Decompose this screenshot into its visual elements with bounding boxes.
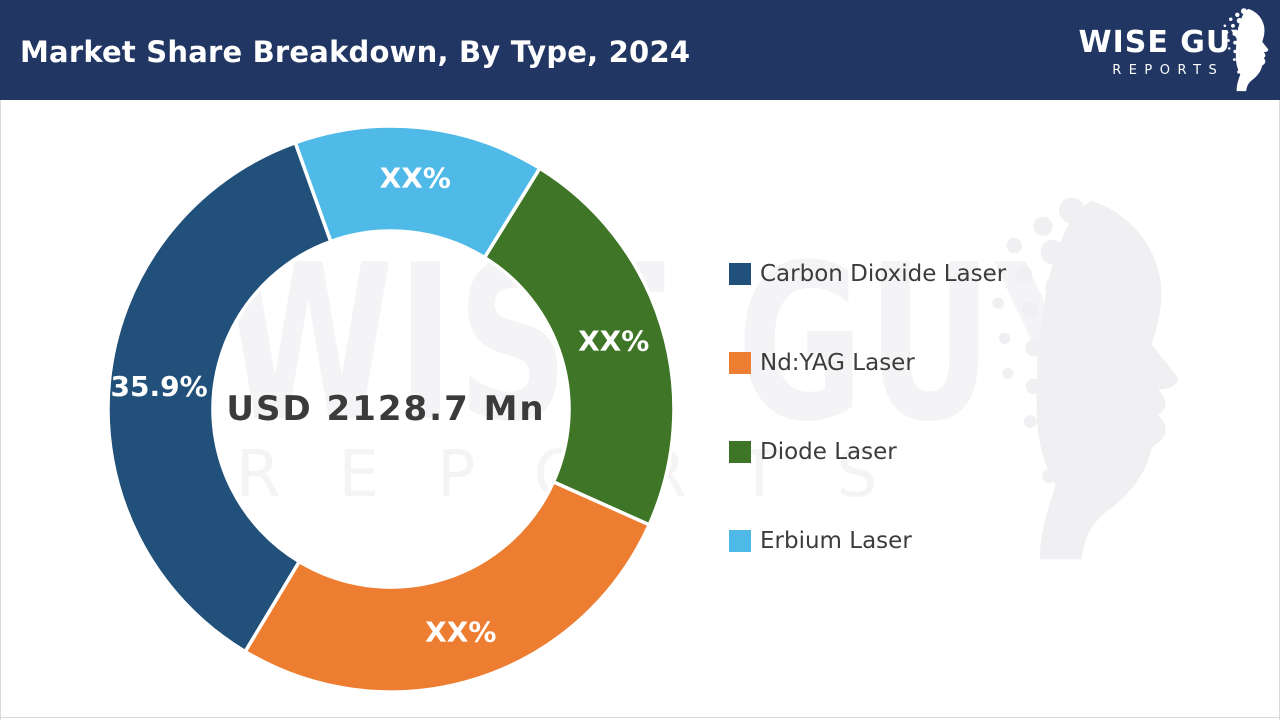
legend-label: Carbon Dioxide Laser [760,261,1007,287]
donut-chart: 35.9% XX% XX% XX% [106,124,676,694]
legend-swatch-nd-yag-laser [729,352,751,374]
logo-subtitle: REPORTS [1112,62,1225,78]
logo-text: WISE GUY REPORTS [1078,25,1254,78]
legend-item-diode-laser[interactable]: Diode Laser [729,438,1006,466]
legend-swatch-carbon-dioxide-laser [729,263,751,285]
legend-swatch-erbium-laser [729,530,751,552]
page-title: Market Share Breakdown, By Type, 2024 [20,35,691,69]
donut-slice-label-nd-yag-laser: XX% [425,615,496,648]
donut-segment-carbon-dioxide-laser[interactable] [106,140,333,654]
logo-face-icon [1202,6,1280,94]
logo-wordmark: WISE GUY [1078,24,1254,60]
donut-slice-label-diode-laser: XX% [578,325,649,358]
donut-slice-label-carbon-dioxide-laser: 35.9% [111,370,208,403]
bottom-divider [1,717,1279,718]
header: Market Share Breakdown, By Type, 2024 WI… [0,0,1280,100]
legend-label: Diode Laser [760,439,897,465]
legend-swatch-diode-laser [729,441,751,463]
legend-label: Nd:YAG Laser [760,350,915,376]
legend-label: Erbium Laser [760,528,912,554]
chart-area: WISE GUY REPORTS 35.9%XX%XX%XX% USD 2128… [0,100,1280,720]
legend-item-erbium-laser[interactable]: Erbium Laser [729,527,1006,555]
donut-segment-nd-yag-laser[interactable] [243,480,651,694]
legend-item-carbon-dioxide-laser[interactable]: Carbon Dioxide Laser [729,260,1006,288]
wise-guy-logo: WISE GUY REPORTS [1078,6,1280,94]
legend: Carbon Dioxide Laser Nd:YAG Laser Diode La… [729,260,1006,555]
donut-segment-diode-laser[interactable] [482,166,676,527]
donut-center-value: USD 2128.7 Mn [226,389,546,429]
legend-item-nd-yag-laser[interactable]: Nd:YAG Laser [729,349,1006,377]
donut-slice-label-erbium-laser: XX% [380,161,451,194]
